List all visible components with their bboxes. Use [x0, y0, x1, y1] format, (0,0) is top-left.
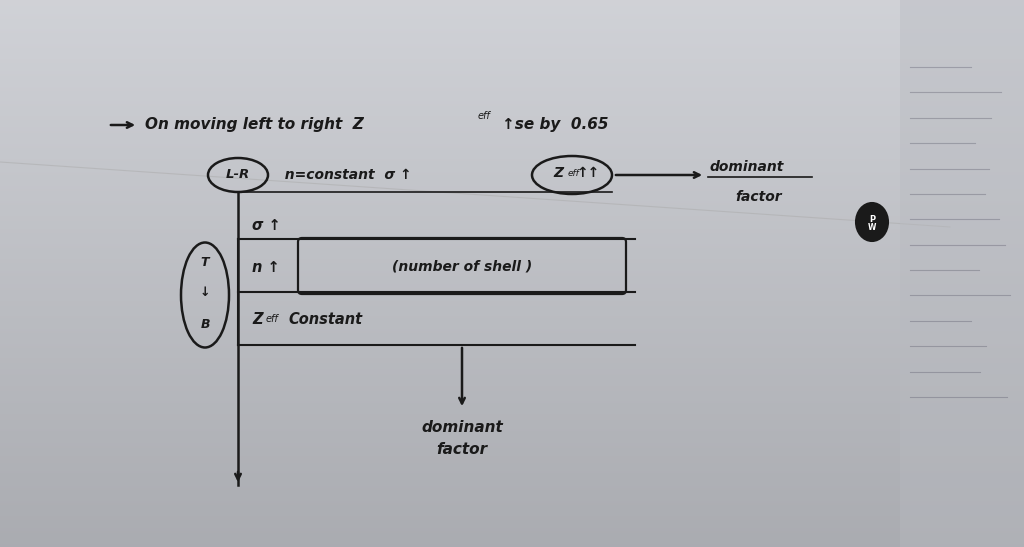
Text: factor: factor	[735, 190, 781, 204]
Text: eff: eff	[478, 111, 490, 121]
Text: W: W	[867, 223, 877, 231]
Text: dominant: dominant	[710, 160, 784, 174]
Text: eff: eff	[266, 314, 279, 324]
Text: T: T	[201, 257, 209, 270]
Text: ↓: ↓	[200, 287, 210, 300]
Text: P: P	[869, 214, 876, 224]
Text: Z: Z	[252, 311, 262, 327]
Text: L-R: L-R	[226, 168, 250, 182]
Text: factor: factor	[436, 441, 487, 457]
Ellipse shape	[856, 203, 888, 241]
Text: B: B	[201, 318, 210, 331]
Text: (number of shell ): (number of shell )	[392, 259, 532, 273]
Text: Z: Z	[553, 166, 563, 180]
FancyBboxPatch shape	[900, 0, 1024, 547]
Text: ↑↑: ↑↑	[577, 166, 600, 180]
Text: eff: eff	[568, 169, 580, 178]
Text: On moving left to right  Z: On moving left to right Z	[145, 118, 364, 132]
Text: n ↑: n ↑	[252, 259, 280, 275]
Text: Constant: Constant	[288, 311, 362, 327]
Text: dominant: dominant	[421, 420, 503, 434]
Text: n=constant  σ ↑: n=constant σ ↑	[275, 168, 412, 182]
Text: ↑se by  0.65: ↑se by 0.65	[502, 118, 608, 132]
Text: σ ↑: σ ↑	[252, 218, 281, 232]
